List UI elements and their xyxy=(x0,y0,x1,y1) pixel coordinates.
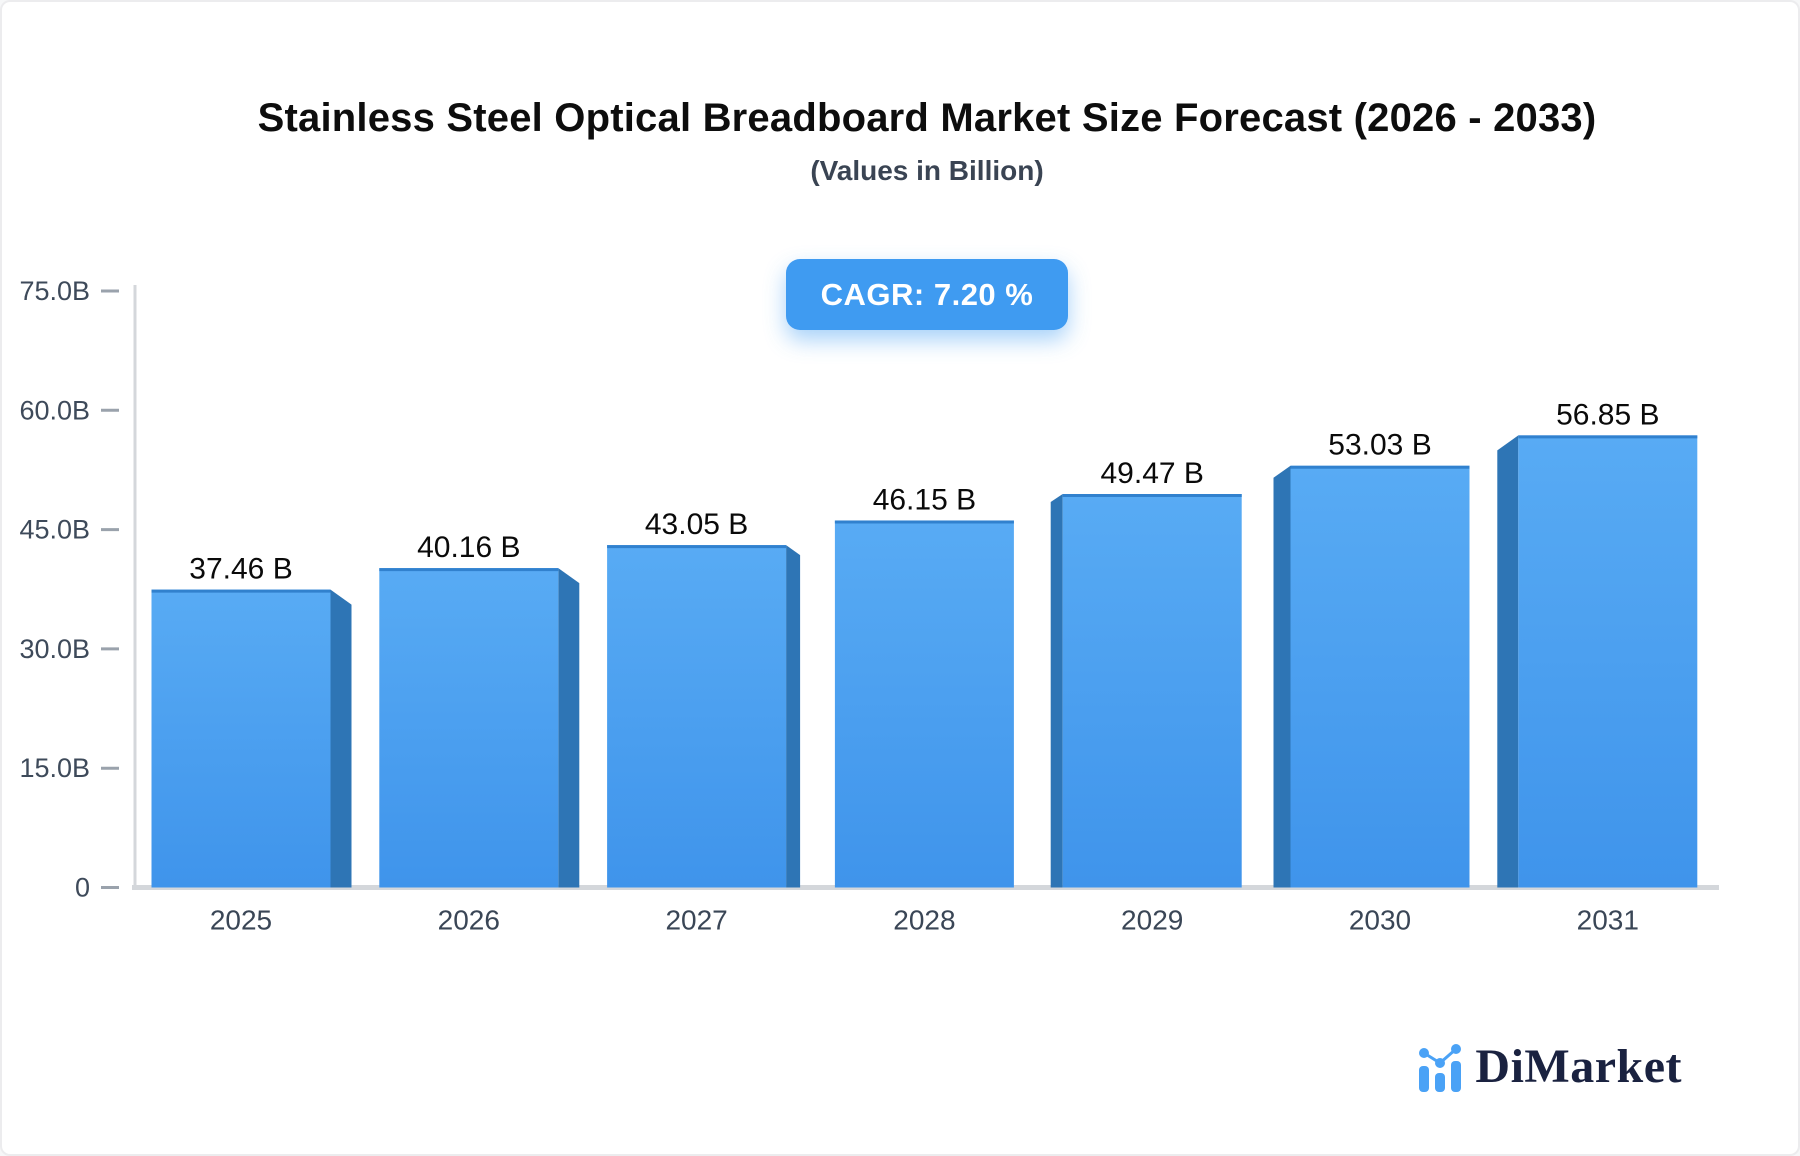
bar-value-label: 56.85 B xyxy=(1556,398,1659,431)
brand-logo: DiMarket xyxy=(1417,1042,1682,1092)
bar-value-label: 43.05 B xyxy=(645,508,748,541)
x-axis-label: 2029 xyxy=(1121,905,1183,936)
y-axis-tick-label: 60.0B xyxy=(19,395,90,425)
bar-side xyxy=(1273,465,1291,888)
chart-title: Stainless Steel Optical Breadboard Marke… xyxy=(257,96,1597,140)
cagr-badge: CAGR: 7.20 % xyxy=(785,259,1069,330)
chart-subtitle: (Values in Billion) xyxy=(810,155,1044,186)
x-axis-label: 2027 xyxy=(665,905,727,936)
bar[interactable] xyxy=(607,545,787,888)
bar-value-label: 40.16 B xyxy=(417,531,520,564)
y-axis-tick-label: 45.0B xyxy=(19,515,90,545)
x-axis-label: 2031 xyxy=(1577,905,1639,936)
x-axis-label: 2025 xyxy=(210,905,272,936)
y-axis-tick-label: 75.0B xyxy=(19,276,90,306)
bar[interactable] xyxy=(151,589,331,888)
bar-value-label: 46.15 B xyxy=(873,483,976,516)
brand-logo-text: DiMarket xyxy=(1475,1040,1682,1093)
y-axis-tick-label: 0 xyxy=(75,873,90,903)
bar[interactable] xyxy=(379,568,559,888)
y-axis-tick-label: 15.0B xyxy=(19,753,90,783)
y-axis-tick-label: 30.0B xyxy=(19,634,90,664)
bar-side xyxy=(1050,494,1063,888)
bar-side xyxy=(330,589,352,888)
bar[interactable] xyxy=(1518,435,1698,888)
bar-value-label: 49.47 B xyxy=(1100,457,1203,490)
bar[interactable] xyxy=(1062,494,1242,888)
bar-side xyxy=(1497,435,1519,888)
chart-header: Stainless Steel Optical Breadboard Marke… xyxy=(135,96,1719,187)
bar-side xyxy=(786,545,801,888)
bar-side xyxy=(558,568,580,888)
badge-row: CAGR: 7.20 % xyxy=(135,259,1719,330)
bar[interactable] xyxy=(834,520,1014,888)
bar-value-label: 53.03 B xyxy=(1328,429,1431,462)
brand-logo-icon xyxy=(1419,1044,1462,1092)
bar-value-label: 37.46 B xyxy=(189,553,292,586)
bar[interactable] xyxy=(1290,465,1470,888)
x-axis-label: 2028 xyxy=(893,905,955,936)
x-axis-label: 2030 xyxy=(1349,905,1411,936)
x-axis-label: 2026 xyxy=(438,905,500,936)
